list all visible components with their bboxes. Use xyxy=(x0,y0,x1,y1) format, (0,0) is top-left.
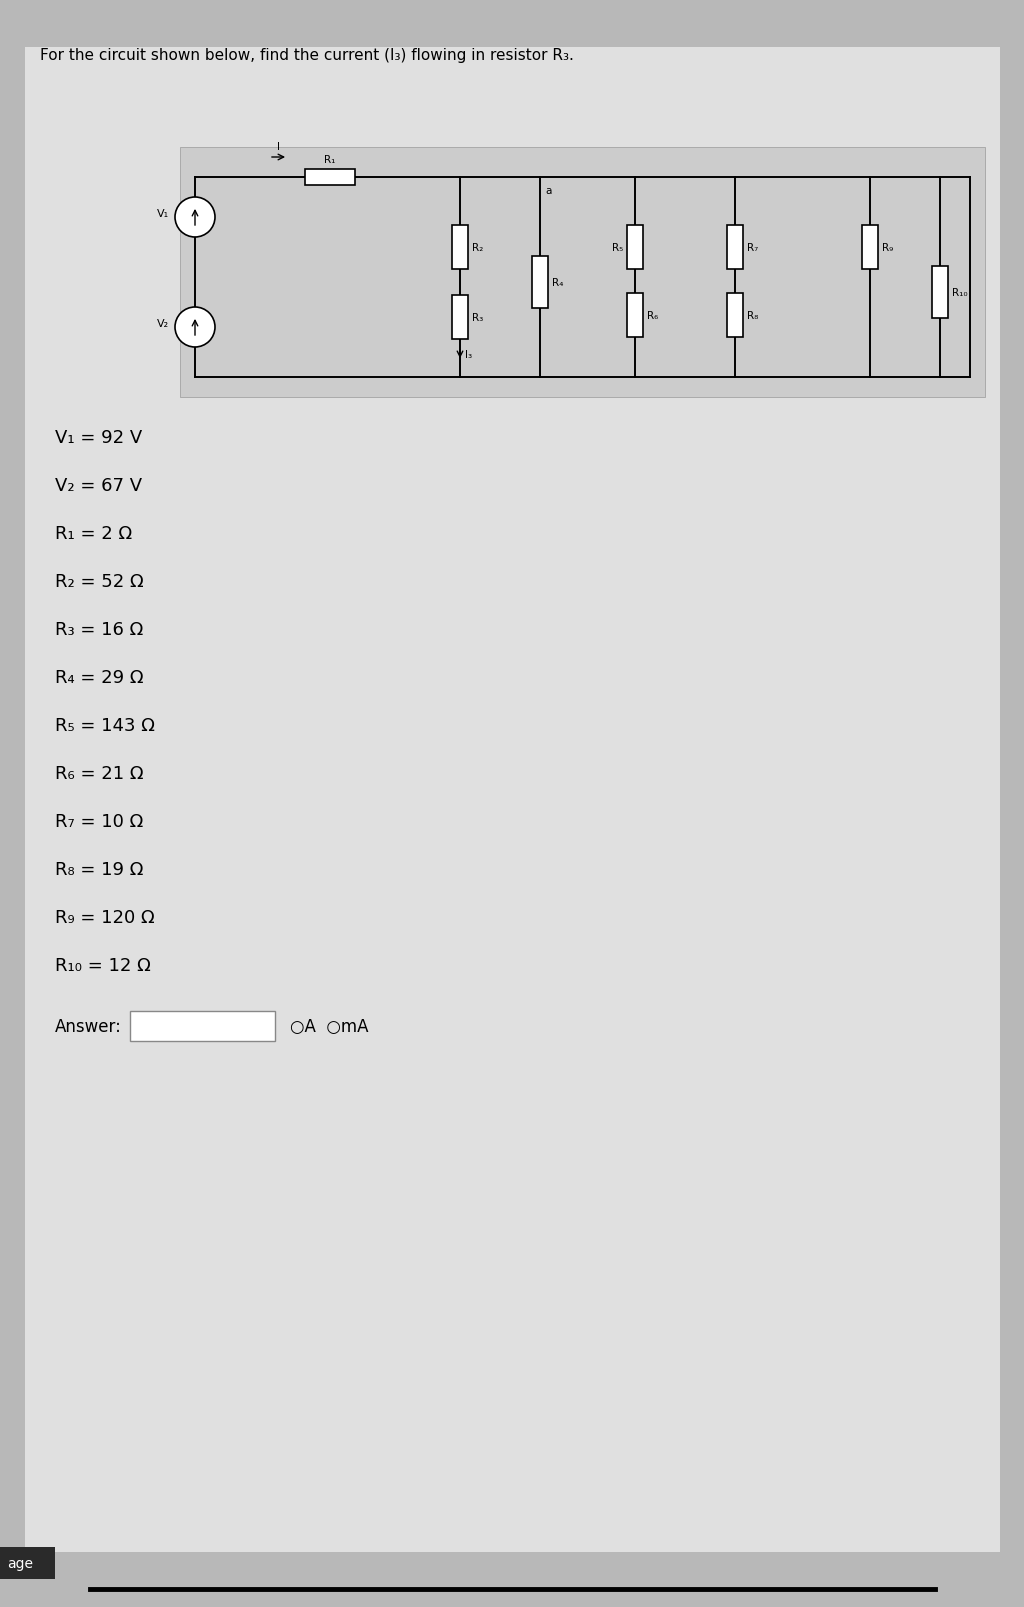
Text: V₁ = 92 V: V₁ = 92 V xyxy=(55,429,142,447)
Text: R₉ = 120 Ω: R₉ = 120 Ω xyxy=(55,908,155,926)
Text: R₆ = 21 Ω: R₆ = 21 Ω xyxy=(55,765,143,783)
Text: R₂: R₂ xyxy=(472,243,483,252)
Text: V₁: V₁ xyxy=(157,209,169,219)
Text: R₈: R₈ xyxy=(746,310,758,321)
Text: I₃: I₃ xyxy=(465,350,472,360)
Text: R₃ = 16 Ω: R₃ = 16 Ω xyxy=(55,620,143,638)
Text: Answer:: Answer: xyxy=(55,1017,122,1035)
Text: ○A  ○mA: ○A ○mA xyxy=(290,1017,369,1035)
Bar xyxy=(727,227,743,270)
Text: age: age xyxy=(7,1556,33,1570)
Bar xyxy=(305,170,355,186)
FancyBboxPatch shape xyxy=(25,48,1000,1552)
Bar xyxy=(452,296,468,339)
Text: R₁ = 2 Ω: R₁ = 2 Ω xyxy=(55,524,132,543)
Circle shape xyxy=(175,198,215,238)
Text: I: I xyxy=(278,141,281,153)
Text: a: a xyxy=(545,186,551,196)
Text: R₅: R₅ xyxy=(611,243,623,252)
Bar xyxy=(862,227,878,270)
Bar xyxy=(727,294,743,337)
Bar xyxy=(627,227,643,270)
Text: R₁₀ = 12 Ω: R₁₀ = 12 Ω xyxy=(55,956,151,974)
Text: R₂ = 52 Ω: R₂ = 52 Ω xyxy=(55,572,143,591)
Text: R₄ = 29 Ω: R₄ = 29 Ω xyxy=(55,669,143,686)
Circle shape xyxy=(175,309,215,347)
Text: R₈ = 19 Ω: R₈ = 19 Ω xyxy=(55,860,143,879)
Bar xyxy=(627,294,643,337)
Bar xyxy=(0,1548,55,1580)
Text: R₄: R₄ xyxy=(552,278,563,288)
Text: R₇: R₇ xyxy=(746,243,758,252)
Text: R₉: R₉ xyxy=(882,243,893,252)
FancyBboxPatch shape xyxy=(180,148,985,399)
Text: V₂: V₂ xyxy=(157,318,169,329)
Text: R₁: R₁ xyxy=(325,154,336,166)
Text: R₃: R₃ xyxy=(472,313,483,323)
Bar xyxy=(532,257,548,309)
Text: V₂ = 67 V: V₂ = 67 V xyxy=(55,477,142,495)
Text: R₆: R₆ xyxy=(647,310,658,321)
Text: R₇ = 10 Ω: R₇ = 10 Ω xyxy=(55,813,143,831)
Bar xyxy=(932,267,948,318)
Bar xyxy=(452,227,468,270)
Text: R₅ = 143 Ω: R₅ = 143 Ω xyxy=(55,717,155,734)
Bar xyxy=(130,1011,275,1041)
Text: R₁₀: R₁₀ xyxy=(952,288,968,297)
Text: For the circuit shown below, find the current (I₃) flowing in resistor R₃.: For the circuit shown below, find the cu… xyxy=(40,48,573,63)
